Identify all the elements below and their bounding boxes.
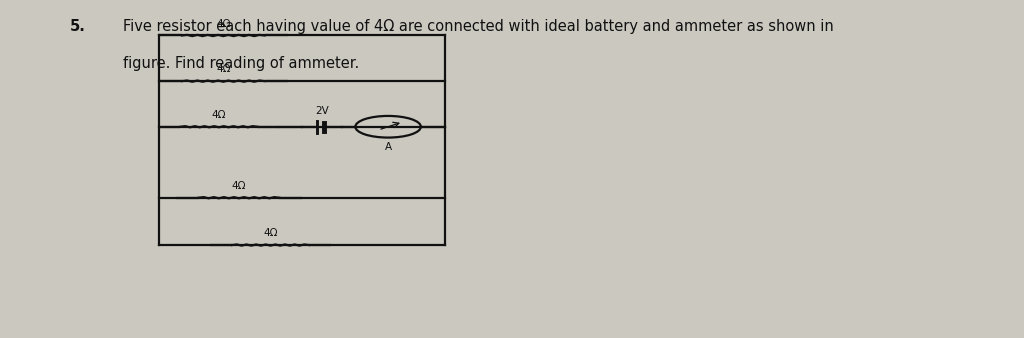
Text: 4Ω: 4Ω	[216, 65, 230, 74]
Text: 2V: 2V	[315, 105, 329, 116]
Text: 4Ω: 4Ω	[263, 228, 278, 238]
Text: A: A	[385, 142, 391, 152]
Text: 4Ω: 4Ω	[231, 181, 246, 191]
Text: 5.: 5.	[70, 19, 86, 33]
Text: 4Ω: 4Ω	[212, 110, 226, 120]
Text: figure. Find reading of ammeter.: figure. Find reading of ammeter.	[123, 56, 359, 71]
Text: 4Ω: 4Ω	[216, 19, 230, 29]
Text: Five resistor each having value of 4Ω are connected with ideal battery and ammet: Five resistor each having value of 4Ω ar…	[123, 19, 834, 33]
